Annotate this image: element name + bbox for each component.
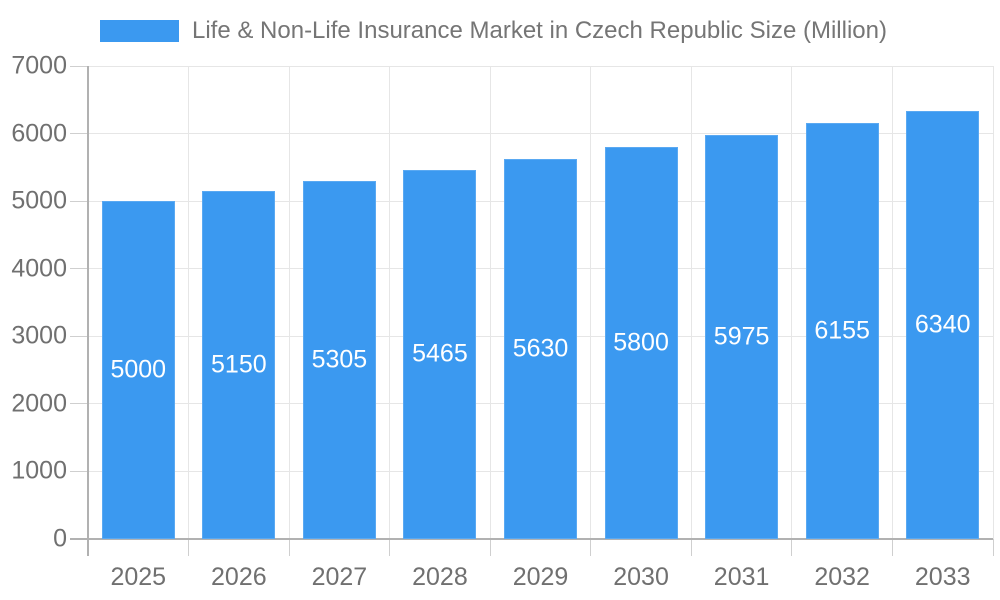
x-gridline xyxy=(590,66,592,539)
y-gridline xyxy=(88,65,993,67)
x-axis-label: 2030 xyxy=(613,563,669,591)
x-axis-tick xyxy=(389,539,391,556)
y-axis-label: 5000 xyxy=(11,186,67,215)
x-axis-tick xyxy=(590,539,592,556)
legend-label: Life & Non-Life Insurance Market in Czec… xyxy=(192,17,887,44)
bar-value-label: 6340 xyxy=(914,310,971,339)
y-axis-line xyxy=(87,66,89,556)
x-gridline xyxy=(690,66,692,539)
y-axis-label: 7000 xyxy=(11,51,67,80)
bar-value-label: 6155 xyxy=(814,316,870,345)
y-axis-tick xyxy=(70,470,88,472)
x-axis-label: 2032 xyxy=(814,563,870,591)
x-axis-line xyxy=(70,538,993,540)
x-axis-tick xyxy=(288,539,290,556)
x-axis-label: 2033 xyxy=(914,563,971,591)
bar-value-label: 5000 xyxy=(110,355,167,384)
x-axis-tick xyxy=(188,539,190,556)
y-axis-label: 0 xyxy=(53,524,67,553)
x-axis-label: 2026 xyxy=(211,563,267,591)
legend-item[interactable]: Life & Non-Life Insurance Market in Czec… xyxy=(100,18,887,44)
bar-2027[interactable] xyxy=(302,180,376,539)
bar-value-label: 5975 xyxy=(713,322,770,351)
bar-value-label: 5150 xyxy=(211,350,267,379)
legend-swatch-icon xyxy=(100,20,179,42)
y-axis-label: 6000 xyxy=(11,119,67,148)
y-axis-label: 1000 xyxy=(11,456,67,485)
bar-value-label: 5305 xyxy=(311,345,368,374)
y-axis-tick xyxy=(70,133,88,135)
bar-2032[interactable] xyxy=(805,123,879,539)
x-axis-label: 2027 xyxy=(311,563,368,591)
bar-2031[interactable] xyxy=(705,135,779,539)
x-gridline xyxy=(288,66,290,539)
x-axis-tick xyxy=(489,539,491,556)
x-gridline xyxy=(188,66,190,539)
bar-value-label: 5465 xyxy=(412,339,468,368)
y-axis-label: 3000 xyxy=(11,321,67,350)
y-axis-tick xyxy=(70,65,88,67)
x-axis-tick xyxy=(891,539,893,556)
bar-value-label: 5630 xyxy=(512,334,569,363)
x-axis-label: 2028 xyxy=(412,563,468,591)
x-gridline xyxy=(992,66,994,539)
x-gridline xyxy=(489,66,491,539)
y-gridline xyxy=(88,133,993,135)
bar-2025[interactable] xyxy=(101,201,175,539)
y-axis-label: 2000 xyxy=(11,389,67,418)
x-axis-tick xyxy=(690,539,692,556)
x-gridline xyxy=(389,66,391,539)
bar-2029[interactable] xyxy=(504,158,577,539)
bar-value-label: 5800 xyxy=(613,328,669,357)
y-axis-label: 4000 xyxy=(11,254,67,283)
x-axis-label: 2029 xyxy=(512,563,569,591)
bar-2026[interactable] xyxy=(202,191,276,539)
x-gridline xyxy=(891,66,893,539)
y-axis-tick xyxy=(70,268,88,270)
y-axis-tick xyxy=(70,335,88,337)
y-axis-tick xyxy=(70,200,88,202)
bar-2033[interactable] xyxy=(906,110,980,539)
bar-2030[interactable] xyxy=(604,147,678,539)
y-axis-tick xyxy=(70,403,88,405)
x-axis-label: 2025 xyxy=(110,563,167,591)
x-gridline xyxy=(791,66,793,539)
x-axis-label: 2031 xyxy=(713,563,770,591)
x-axis-tick xyxy=(791,539,793,556)
x-axis-tick xyxy=(992,539,994,556)
bar-2028[interactable] xyxy=(403,169,477,539)
